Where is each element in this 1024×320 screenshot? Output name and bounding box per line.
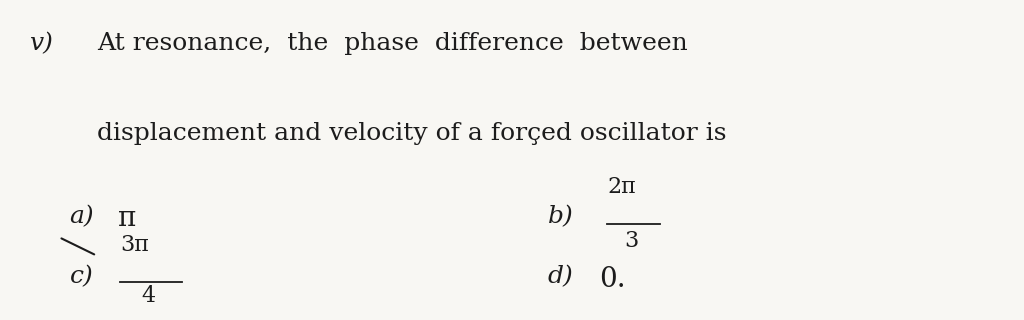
Text: π: π: [118, 205, 136, 232]
Text: d): d): [548, 266, 573, 289]
Text: b): b): [548, 205, 573, 228]
Text: c): c): [70, 266, 93, 289]
Text: 2π: 2π: [607, 176, 636, 198]
Text: 3: 3: [625, 230, 639, 252]
Text: 3π: 3π: [120, 234, 148, 256]
Text: v): v): [29, 32, 52, 55]
Text: a): a): [70, 205, 94, 228]
Text: At resonance,  the  phase  difference  between: At resonance, the phase difference betwe…: [97, 32, 688, 55]
Text: displacement and velocity of a forçed oscillator is: displacement and velocity of a forçed os…: [97, 122, 727, 145]
Text: 0.: 0.: [599, 266, 626, 292]
Text: 4: 4: [141, 285, 156, 307]
